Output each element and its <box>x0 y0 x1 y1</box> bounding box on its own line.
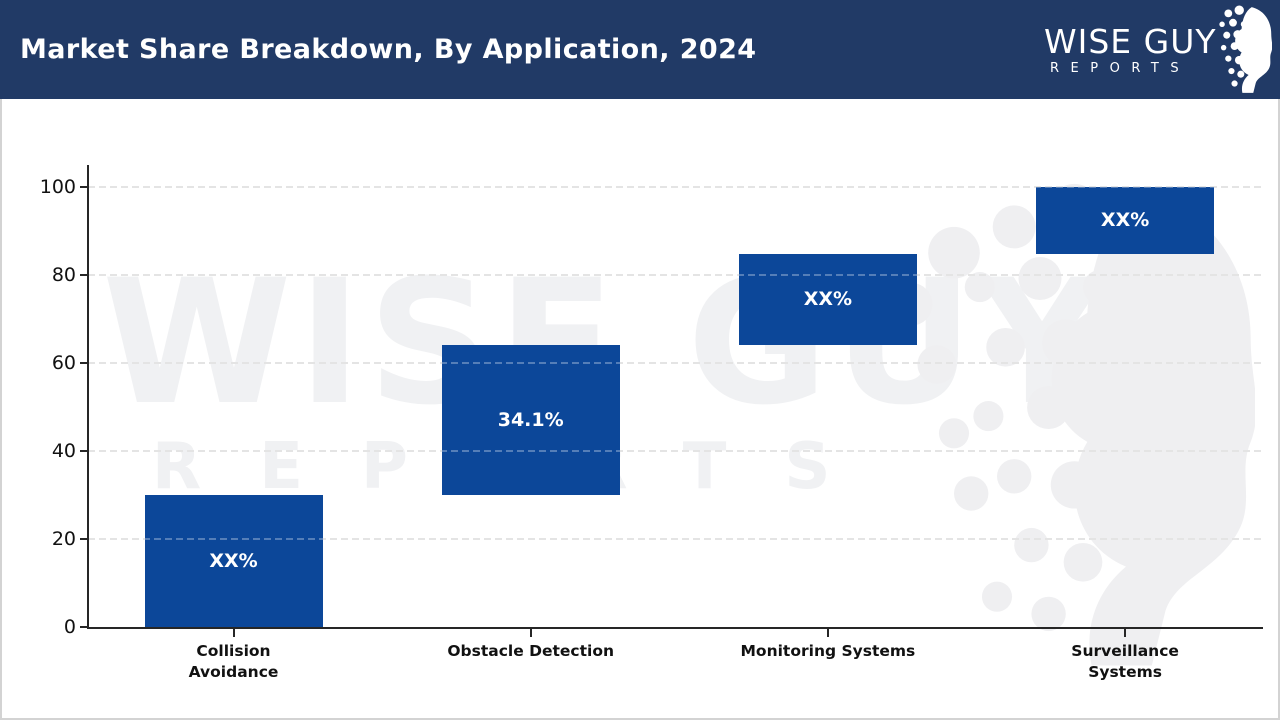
y-tick-label: 0 <box>63 616 76 638</box>
gridline-overlay-60 <box>88 362 1262 364</box>
chart-plot-area: WISE GUY REPORTS 020406080100XX%Collisio… <box>0 99 1280 720</box>
dotted-face-icon <box>1219 5 1272 93</box>
x-axis-spine <box>87 627 1263 629</box>
y-tick-mark <box>80 538 87 540</box>
gridline-100 <box>88 186 1262 188</box>
frame-border-left <box>0 99 2 720</box>
y-tick-label: 20 <box>51 528 76 550</box>
y-tick-mark <box>80 186 87 188</box>
x-axis-category-label: Obstacle Detection <box>447 642 615 660</box>
wiseguy-logo: WISE GUY REPORTS <box>1010 0 1272 99</box>
gridline-20 <box>88 538 1262 540</box>
y-tick-mark <box>80 626 87 628</box>
bar-value-label: XX% <box>1100 209 1150 232</box>
y-tick-label: 40 <box>51 440 76 462</box>
x-tick-mark <box>1124 629 1127 637</box>
bar-value-label: XX% <box>803 288 853 311</box>
logo-subtitle: REPORTS <box>1050 61 1191 76</box>
y-tick-mark <box>80 450 87 452</box>
chart-title: Market Share Breakdown, By Application, … <box>20 34 757 65</box>
x-axis-category-label: Collision Avoidance <box>188 642 279 681</box>
x-axis-category-label: Surveillance Systems <box>1071 642 1179 681</box>
bar-obstacle-detection <box>441 344 620 495</box>
gridline-overlay-80 <box>88 274 1262 276</box>
frame-border-bottom <box>0 718 1280 720</box>
x-axis-category-label: Monitoring Systems <box>740 642 916 660</box>
bar-value-label: XX% <box>209 550 258 572</box>
bar-collision-avoidance <box>144 495 323 627</box>
gridline-40 <box>88 450 1262 452</box>
gridline-overlay-100 <box>88 186 1262 188</box>
bar-monitoring-systems <box>738 253 917 345</box>
y-tick-mark <box>80 274 87 276</box>
logo-wordmark: WISE GUY <box>1044 22 1217 61</box>
bar-value-label: 34.1% <box>497 408 564 431</box>
bar-surveillance-systems <box>1036 187 1215 254</box>
x-tick-mark <box>529 629 532 637</box>
gridline-overlay-20 <box>88 538 1262 540</box>
y-tick-mark <box>80 362 87 364</box>
y-tick-label: 100 <box>39 176 76 198</box>
x-tick-mark <box>232 629 235 637</box>
gridline-overlay-40 <box>88 450 1262 452</box>
x-tick-mark <box>826 629 829 637</box>
frame-border-right <box>1278 99 1280 720</box>
gridline-60 <box>88 362 1262 364</box>
y-axis-spine <box>87 165 89 629</box>
y-tick-label: 80 <box>51 264 76 286</box>
y-tick-label: 60 <box>51 352 76 374</box>
gridline-80 <box>88 274 1262 276</box>
header-bar: Market Share Breakdown, By Application, … <box>0 0 1280 99</box>
